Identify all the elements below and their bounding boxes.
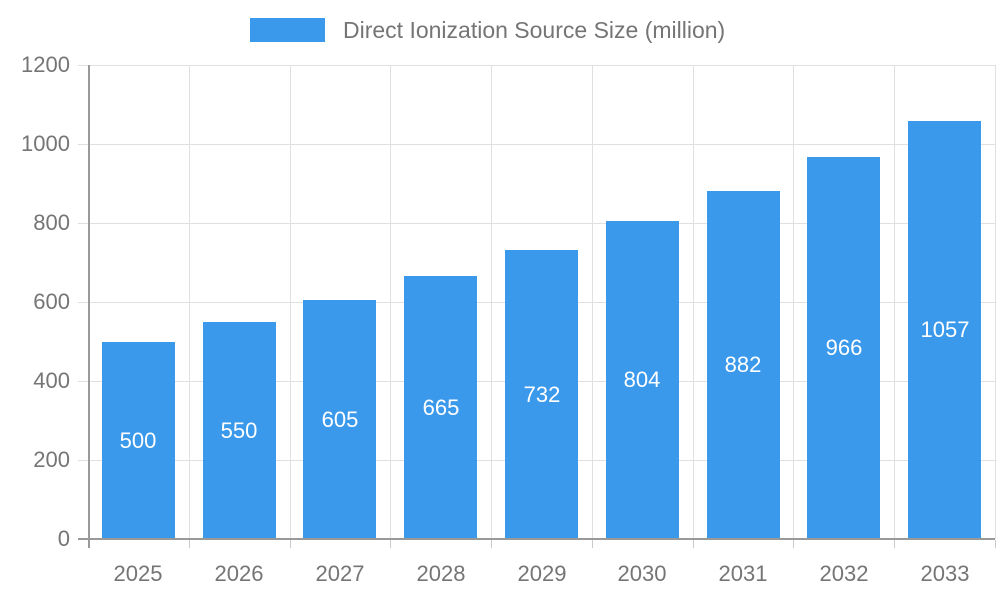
x-tick-label: 2026 (214, 561, 264, 586)
bar-value-label: 1057 (920, 317, 970, 342)
x-tick-label: 2033 (920, 561, 970, 586)
bar[interactable] (102, 342, 175, 538)
gridline-v (693, 65, 694, 539)
bar-value-label: 732 (523, 382, 561, 407)
bar[interactable] (807, 157, 880, 538)
gridline-v (894, 65, 895, 539)
bar[interactable] (908, 121, 981, 538)
y-tick-label: 200 (33, 447, 70, 472)
bar-value-label: 882 (724, 352, 762, 377)
gridline-v (793, 65, 794, 539)
x-tick-mark (693, 540, 694, 548)
bar[interactable] (303, 300, 376, 538)
bar-value-label: 665 (422, 395, 460, 420)
x-tick-label: 2032 (819, 561, 869, 586)
bar-value-label: 550 (220, 418, 258, 443)
x-tick-label: 2025 (113, 561, 163, 586)
bar[interactable] (404, 276, 477, 538)
legend[interactable]: Direct Ionization Source Size (million) (250, 16, 725, 44)
x-tick-mark (894, 540, 895, 548)
gridline-v (390, 65, 391, 539)
x-tick-label: 2029 (517, 561, 567, 586)
bar[interactable] (203, 322, 276, 538)
x-tick-label: 2027 (315, 561, 365, 586)
y-tick-label: 400 (33, 368, 70, 393)
bar-value-label: 966 (825, 335, 863, 360)
x-axis-line (78, 538, 995, 540)
gridline-h (78, 144, 995, 145)
x-tick-mark (995, 540, 996, 548)
gridline-v (592, 65, 593, 539)
x-tick-label: 2028 (416, 561, 466, 586)
legend-label: Direct Ionization Source Size (million) (343, 16, 726, 43)
gridline-v (290, 65, 291, 539)
gridline-h (78, 223, 995, 224)
x-tick-mark (491, 540, 492, 548)
y-axis-line (88, 65, 90, 548)
y-tick-label: 1200 (21, 52, 70, 77)
x-tick-label: 2031 (718, 561, 768, 586)
x-tick-mark (793, 540, 794, 548)
gridline-v (491, 65, 492, 539)
gridline-v (189, 65, 190, 539)
bar-value-label: 605 (321, 407, 359, 432)
x-tick-mark (189, 540, 190, 548)
bar[interactable] (505, 250, 578, 538)
bar-value-label: 500 (119, 428, 157, 453)
x-tick-mark (592, 540, 593, 548)
gridline-v (995, 65, 996, 539)
y-tick-label: 600 (33, 289, 70, 314)
gridline-h (78, 65, 995, 66)
y-tick-label: 1000 (21, 131, 70, 156)
legend-swatch (250, 18, 325, 42)
y-tick-label: 0 (57, 526, 70, 551)
y-tick-label: 800 (33, 210, 70, 235)
x-tick-label: 2030 (617, 561, 667, 586)
x-tick-mark (290, 540, 291, 548)
bar-value-label: 804 (623, 367, 661, 392)
bar[interactable] (606, 221, 679, 538)
bar[interactable] (707, 191, 780, 538)
x-tick-mark (390, 540, 391, 548)
